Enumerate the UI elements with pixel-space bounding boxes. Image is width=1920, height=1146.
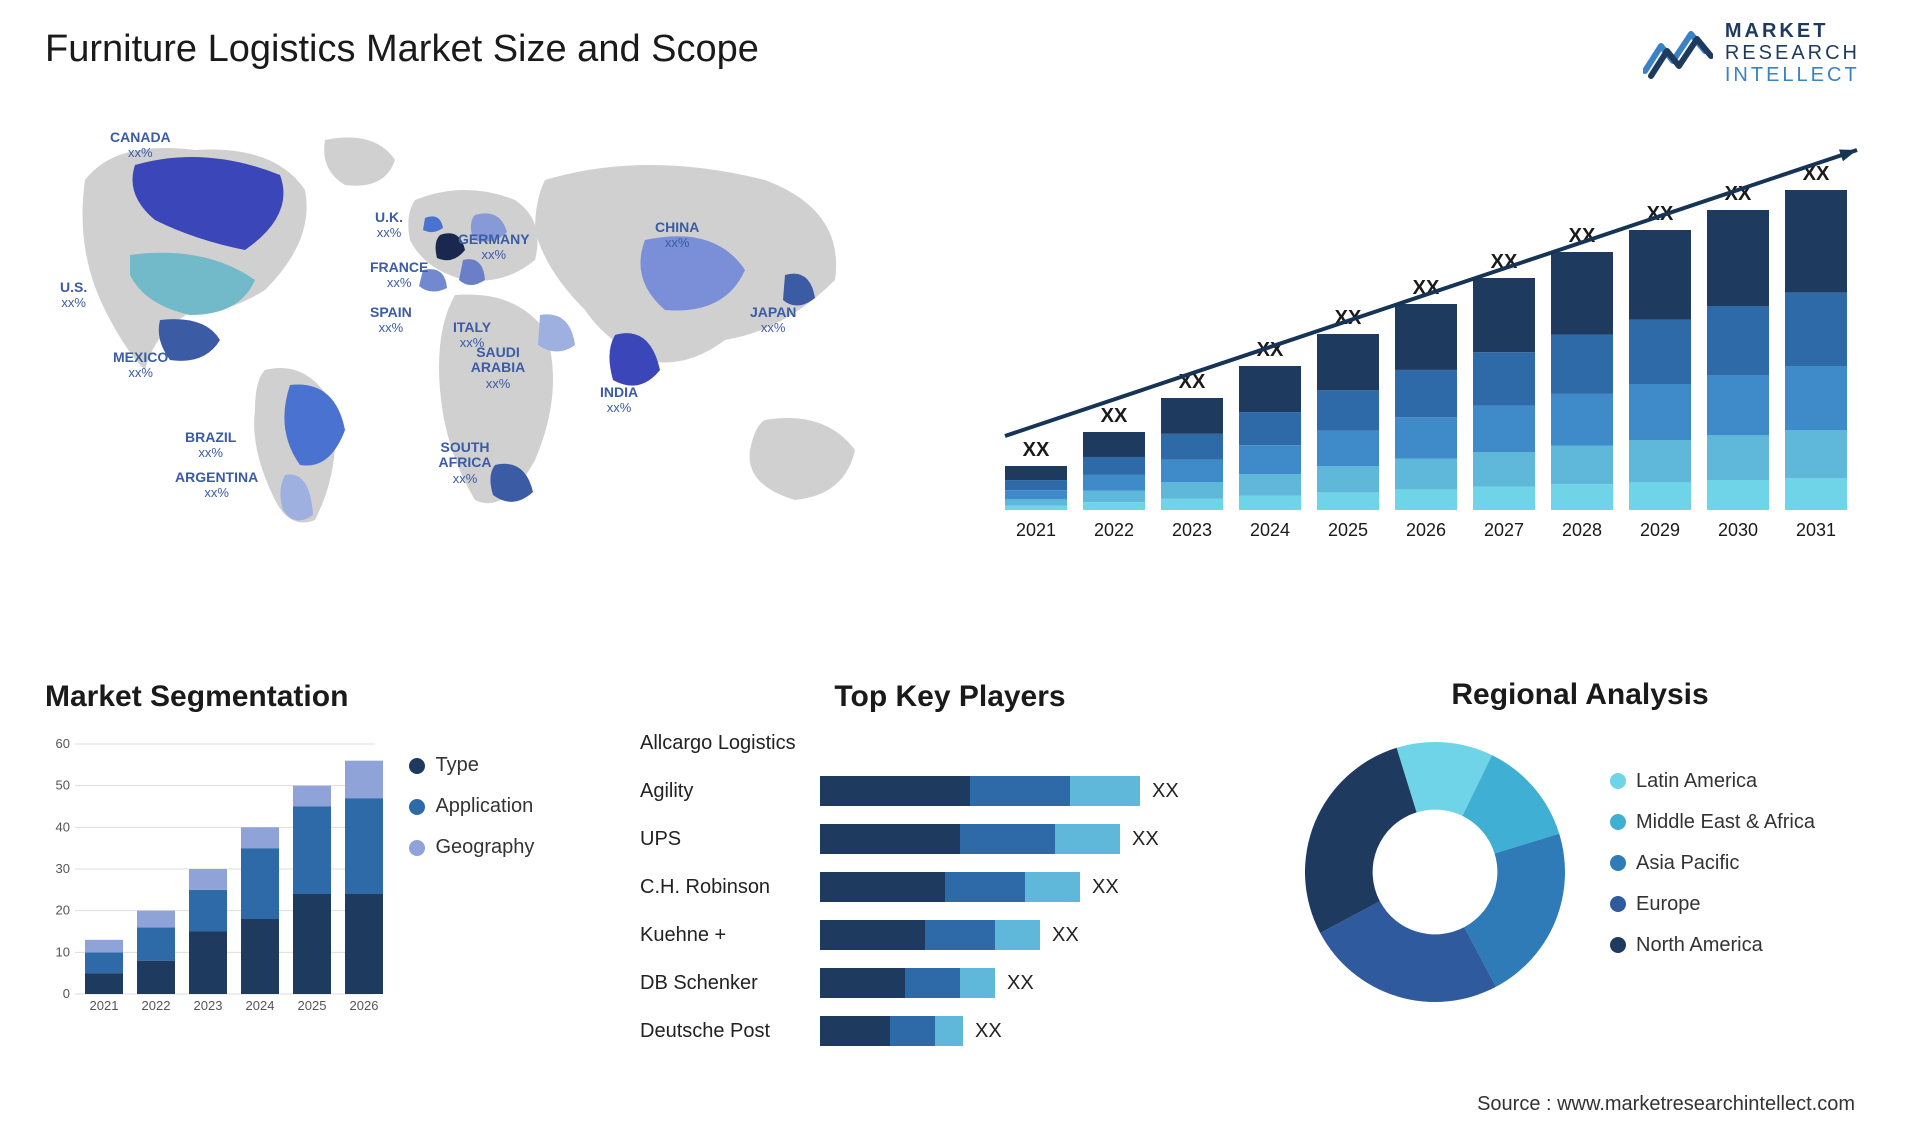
key-players-section: Top Key Players Allcargo Logistics Agilit… — [640, 680, 1260, 1050]
segmentation-header: Market Segmentation — [45, 680, 605, 714]
legend-item: Latin America — [1610, 770, 1815, 793]
map-label: SAUDI ARABIAxx% — [463, 345, 533, 391]
key-player-row: C.H. RobinsonXX — [640, 868, 1260, 906]
map-label: FRANCExx% — [370, 260, 428, 291]
svg-text:2021: 2021 — [1016, 520, 1056, 540]
svg-text:10: 10 — [56, 944, 70, 959]
regional-legend: Latin America Middle East & Africa Asia Pa… — [1610, 770, 1815, 975]
brand-logo: MARKET RESEARCH INTELLECT — [1643, 20, 1860, 86]
map-label: U.K.xx% — [375, 210, 403, 241]
market-segmentation-section: Market Segmentation 0 10 20 30 40 50 60 2021 202… — [45, 680, 605, 1024]
regional-header: Regional Analysis — [1290, 678, 1870, 712]
svg-text:2030: 2030 — [1718, 520, 1758, 540]
svg-text:2021: 2021 — [90, 998, 119, 1013]
logo-icon — [1643, 26, 1713, 81]
key-player-label: DB Schenker — [640, 972, 820, 995]
svg-text:2027: 2027 — [1484, 520, 1524, 540]
key-player-label: C.H. Robinson — [640, 876, 820, 899]
key-players-header: Top Key Players — [640, 680, 1260, 714]
key-player-row: Allcargo Logistics — [640, 724, 1260, 762]
growth-bar-chart: 2021XX2022XX2023XX2024XX2025XX2026XX2027… — [985, 130, 1865, 550]
logo-text-3: INTELLECT — [1725, 64, 1860, 86]
svg-text:2026: 2026 — [350, 998, 379, 1013]
source-attribution: Source : www.marketresearchintellect.com — [1477, 1093, 1855, 1116]
key-player-label: UPS — [640, 828, 820, 851]
key-player-row: UPSXX — [640, 820, 1260, 858]
map-label: CANADAxx% — [110, 130, 171, 161]
logo-text-2: RESEARCH — [1725, 42, 1860, 64]
svg-text:2031: 2031 — [1796, 520, 1836, 540]
svg-text:2025: 2025 — [1328, 520, 1368, 540]
svg-text:2024: 2024 — [1250, 520, 1290, 540]
map-label: U.S.xx% — [60, 280, 87, 311]
map-label: MEXICOxx% — [113, 350, 168, 381]
svg-text:2028: 2028 — [1562, 520, 1602, 540]
segmentation-chart: 0 10 20 30 40 50 60 2021 2022 2023 2024 2025 2026 — [45, 734, 385, 1024]
legend-item: Asia Pacific — [1610, 852, 1815, 875]
legend-item: Type — [409, 754, 534, 777]
map-label: INDIAxx% — [600, 385, 638, 416]
map-label: CHINAxx% — [655, 220, 699, 251]
key-player-row: AgilityXX — [640, 772, 1260, 810]
legend-item: Middle East & Africa — [1610, 811, 1815, 834]
segmentation-legend: Type Application Geography — [409, 754, 534, 877]
logo-text-1: MARKET — [1725, 20, 1860, 42]
regional-donut-chart — [1290, 727, 1580, 1017]
svg-text:20: 20 — [56, 903, 70, 918]
svg-text:2029: 2029 — [1640, 520, 1680, 540]
legend-item: North America — [1610, 934, 1815, 957]
key-player-row: DB SchenkerXX — [640, 964, 1260, 1002]
map-label: GERMANYxx% — [458, 232, 530, 263]
svg-text:2024: 2024 — [246, 998, 275, 1013]
legend-item: Europe — [1610, 893, 1815, 916]
key-player-label: Agility — [640, 780, 820, 803]
svg-text:2026: 2026 — [1406, 520, 1446, 540]
svg-text:2022: 2022 — [142, 998, 171, 1013]
key-player-label: Allcargo Logistics — [640, 732, 820, 755]
svg-text:50: 50 — [56, 778, 70, 793]
svg-text:XX: XX — [1023, 439, 1050, 461]
map-label: SOUTH AFRICAxx% — [430, 440, 500, 486]
regional-analysis-section: Regional Analysis Latin America Middle Ea… — [1290, 678, 1870, 1017]
map-label: SPAINxx% — [370, 305, 412, 336]
svg-text:60: 60 — [56, 736, 70, 751]
page-title: Furniture Logistics Market Size and Scop… — [45, 28, 759, 71]
svg-text:0: 0 — [63, 986, 70, 1001]
svg-text:2023: 2023 — [194, 998, 223, 1013]
svg-text:2023: 2023 — [1172, 520, 1212, 540]
key-player-label: Deutsche Post — [640, 1020, 820, 1043]
legend-item: Geography — [409, 836, 534, 859]
svg-text:2025: 2025 — [298, 998, 327, 1013]
legend-item: Application — [409, 795, 534, 818]
map-label: JAPANxx% — [750, 305, 796, 336]
svg-text:40: 40 — [56, 819, 70, 834]
svg-text:XX: XX — [1101, 405, 1128, 427]
map-label: ARGENTINAxx% — [175, 470, 258, 501]
svg-text:2022: 2022 — [1094, 520, 1134, 540]
map-label: BRAZILxx% — [185, 430, 236, 461]
key-player-label: Kuehne + — [640, 924, 820, 947]
svg-text:30: 30 — [56, 861, 70, 876]
key-player-row: Deutsche PostXX — [640, 1012, 1260, 1050]
world-map: CANADAxx% U.S.xx% MEXICOxx% BRAZILxx% ARGENT… — [45, 120, 925, 540]
key-player-row: Kuehne +XX — [640, 916, 1260, 954]
